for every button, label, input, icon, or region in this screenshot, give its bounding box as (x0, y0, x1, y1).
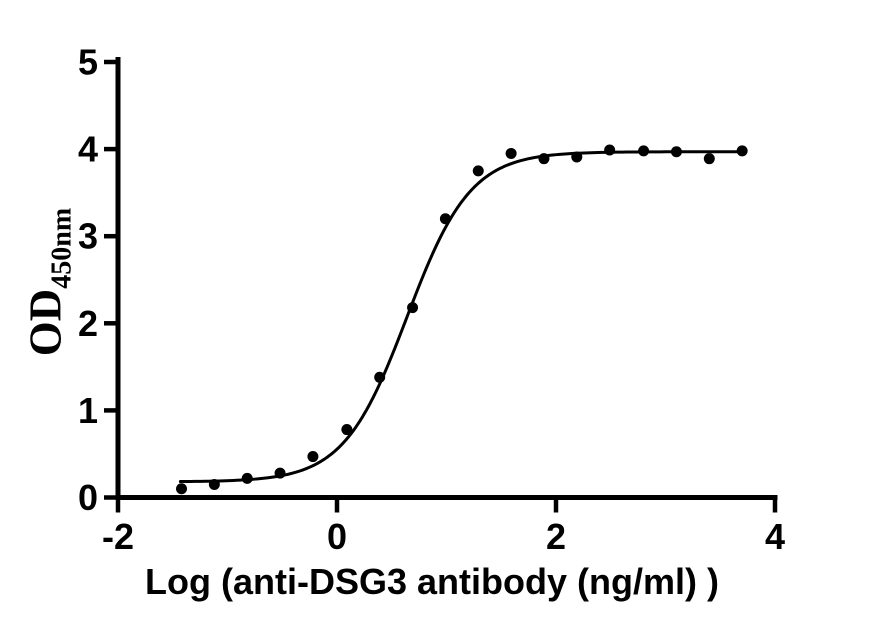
x-axis-title: Log (anti-DSG3 antibody (ng/ml) ) (145, 561, 719, 602)
data-point (505, 147, 517, 159)
data-point (703, 153, 715, 165)
y-tick-label: 0 (78, 477, 98, 518)
data-point (439, 213, 451, 225)
data-point (538, 153, 550, 165)
data-point (208, 478, 220, 490)
y-axis-title: OD450nm (20, 207, 78, 357)
data-point (407, 302, 419, 314)
y-tick-label: 5 (78, 42, 98, 83)
data-point (341, 424, 353, 436)
y-tick-label: 1 (78, 390, 98, 431)
data-point (638, 145, 650, 157)
x-tick-label: 4 (765, 516, 785, 557)
x-tick-label: 2 (546, 516, 566, 557)
data-point (571, 151, 583, 163)
data-point (736, 145, 748, 157)
y-axis-title-main: OD (20, 288, 71, 357)
y-tick-label: 4 (78, 129, 98, 170)
data-point (374, 371, 386, 383)
fit-curve (178, 150, 744, 484)
x-tick-label: 0 (327, 516, 347, 557)
data-point (670, 146, 682, 158)
data-point (241, 472, 253, 484)
y-axis-title-subscript: 450nm (46, 207, 78, 289)
data-point (307, 451, 319, 463)
data-point (274, 467, 286, 479)
x-tick-label: -2 (102, 516, 134, 557)
data-point (472, 165, 484, 177)
y-tick-label: 3 (78, 216, 98, 257)
data-point (604, 144, 616, 156)
y-tick-label: 2 (78, 303, 98, 344)
data-point (176, 483, 188, 495)
